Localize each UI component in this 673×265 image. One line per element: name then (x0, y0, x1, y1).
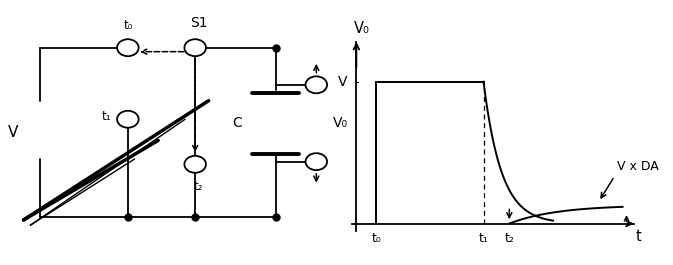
Circle shape (306, 76, 327, 93)
Text: t₁: t₁ (102, 110, 111, 123)
Text: t₁: t₁ (479, 232, 489, 245)
Circle shape (184, 156, 206, 173)
Text: t: t (635, 229, 641, 244)
Circle shape (184, 39, 206, 56)
Circle shape (117, 39, 139, 56)
Text: t₂: t₂ (194, 180, 203, 193)
Text: t₀: t₀ (371, 232, 381, 245)
Text: V₀: V₀ (333, 116, 348, 130)
Circle shape (117, 111, 139, 128)
Text: C: C (233, 116, 242, 130)
Circle shape (306, 153, 327, 170)
Text: V₀: V₀ (355, 21, 370, 36)
Text: t₀: t₀ (123, 19, 133, 32)
Text: V: V (8, 125, 19, 140)
Text: V: V (338, 75, 348, 89)
Text: V x DA: V x DA (616, 160, 658, 173)
Text: t₂: t₂ (504, 232, 514, 245)
Text: S1: S1 (190, 16, 207, 30)
